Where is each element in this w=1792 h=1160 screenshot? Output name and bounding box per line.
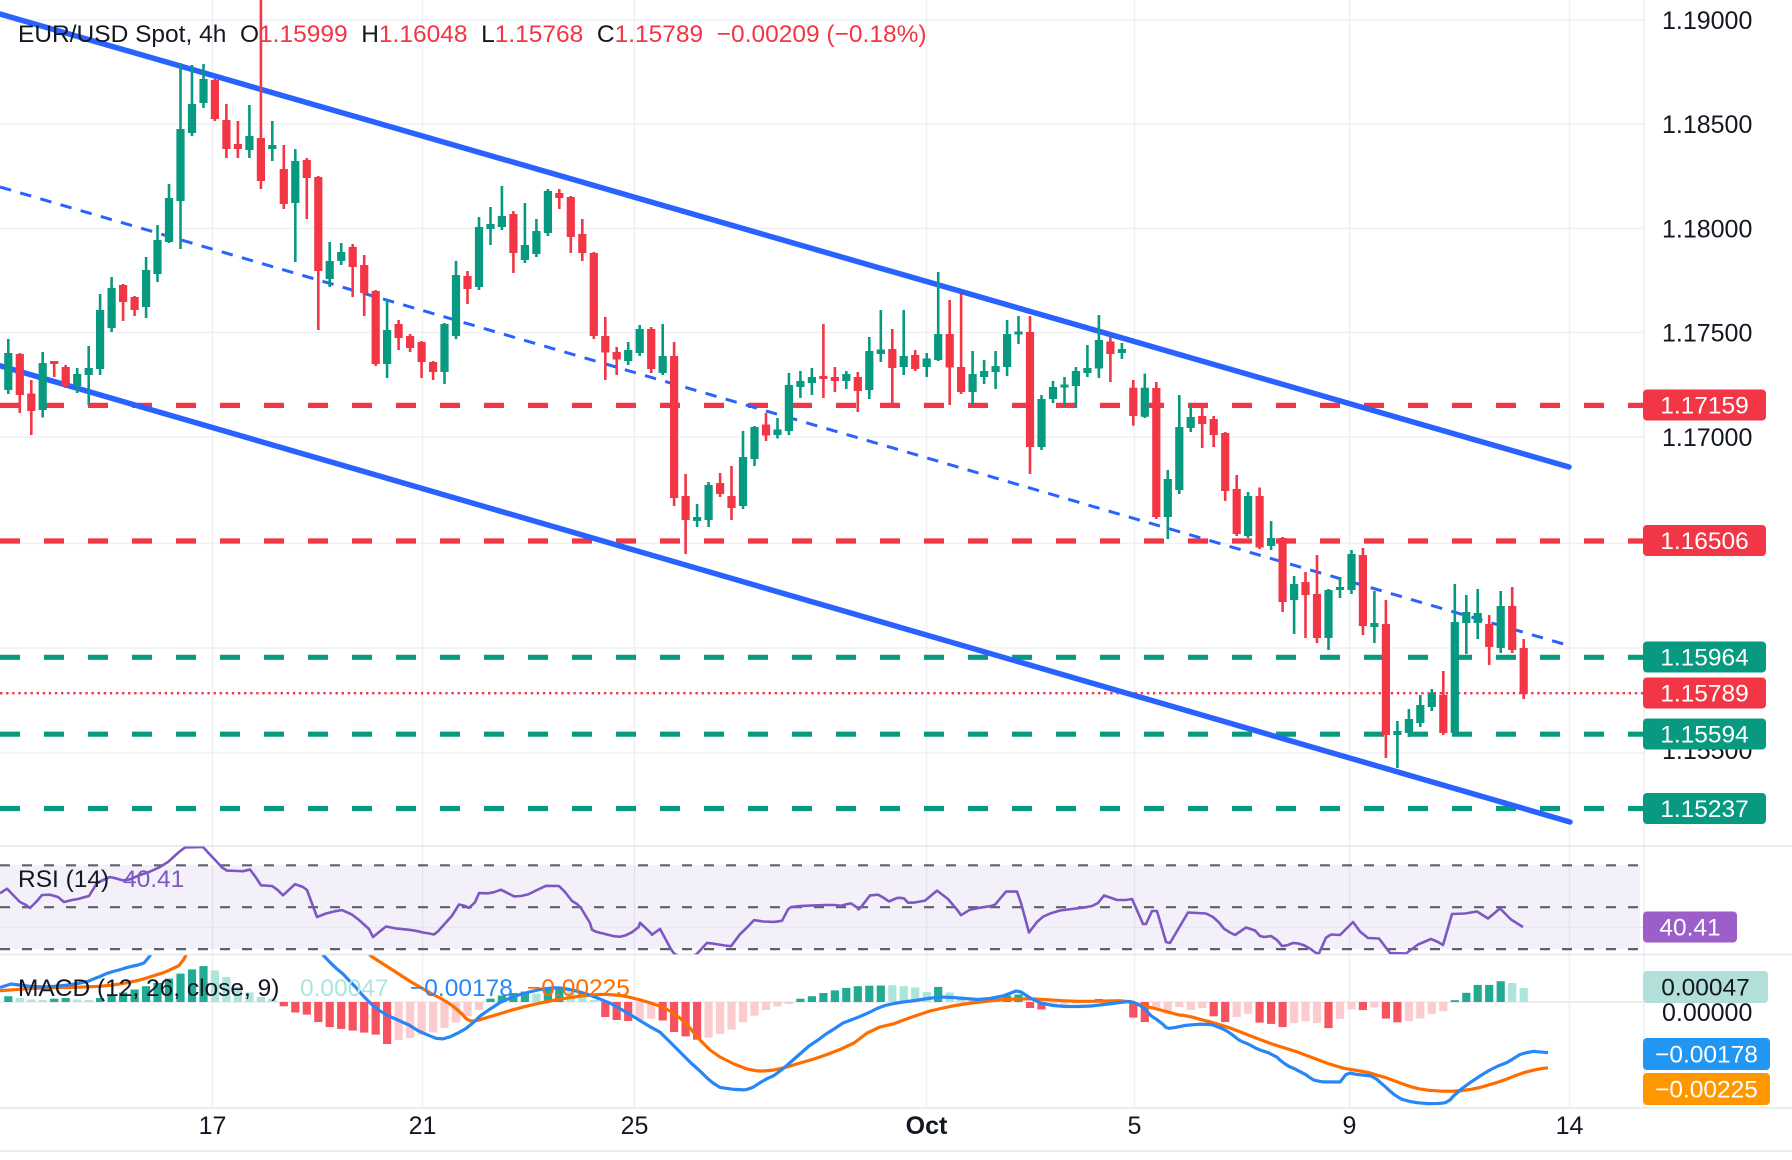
svg-text:0.00047: 0.00047 [300, 975, 389, 1002]
svg-text:−0.00178: −0.00178 [1655, 1042, 1758, 1069]
svg-text:EUR/USD Spot, 4h O1.15999 H1: EUR/USD Spot, 4h O1.15999 H1.16048 L1.15… [18, 21, 927, 48]
svg-text:1.15789: 1.15789 [1660, 681, 1749, 708]
svg-text:14: 14 [1556, 1112, 1584, 1140]
svg-text:1.18000: 1.18000 [1662, 216, 1752, 244]
svg-text:17: 17 [199, 1112, 227, 1140]
svg-text:1.15237: 1.15237 [1660, 796, 1749, 823]
svg-text:−0.00178: −0.00178 [410, 975, 513, 1002]
svg-text:0.00000: 0.00000 [1662, 999, 1752, 1027]
svg-text:21: 21 [409, 1112, 437, 1140]
svg-text:40.41: 40.41 [123, 866, 184, 893]
svg-text:MACD (12, 26, close, 9): MACD (12, 26, close, 9) [18, 975, 279, 1002]
svg-text:1.17000: 1.17000 [1662, 424, 1752, 452]
svg-text:1.16506: 1.16506 [1660, 528, 1749, 555]
svg-text:Oct: Oct [906, 1112, 948, 1140]
svg-text:1.18500: 1.18500 [1662, 111, 1752, 139]
svg-text:0.00047: 0.00047 [1661, 975, 1750, 1002]
svg-text:1.19000: 1.19000 [1662, 7, 1752, 35]
svg-text:25: 25 [621, 1112, 649, 1140]
svg-text:RSI (14): RSI (14) [18, 866, 109, 893]
svg-text:1.17500: 1.17500 [1662, 320, 1752, 348]
svg-text:1.17159: 1.17159 [1660, 393, 1749, 420]
svg-text:1.15594: 1.15594 [1660, 722, 1749, 749]
svg-text:40.41: 40.41 [1659, 915, 1720, 942]
svg-text:9: 9 [1343, 1112, 1357, 1140]
svg-text:1.15964: 1.15964 [1660, 645, 1749, 672]
svg-text:−0.00225: −0.00225 [1655, 1077, 1758, 1104]
svg-text:5: 5 [1128, 1112, 1142, 1140]
svg-text:−0.00225: −0.00225 [527, 975, 630, 1002]
